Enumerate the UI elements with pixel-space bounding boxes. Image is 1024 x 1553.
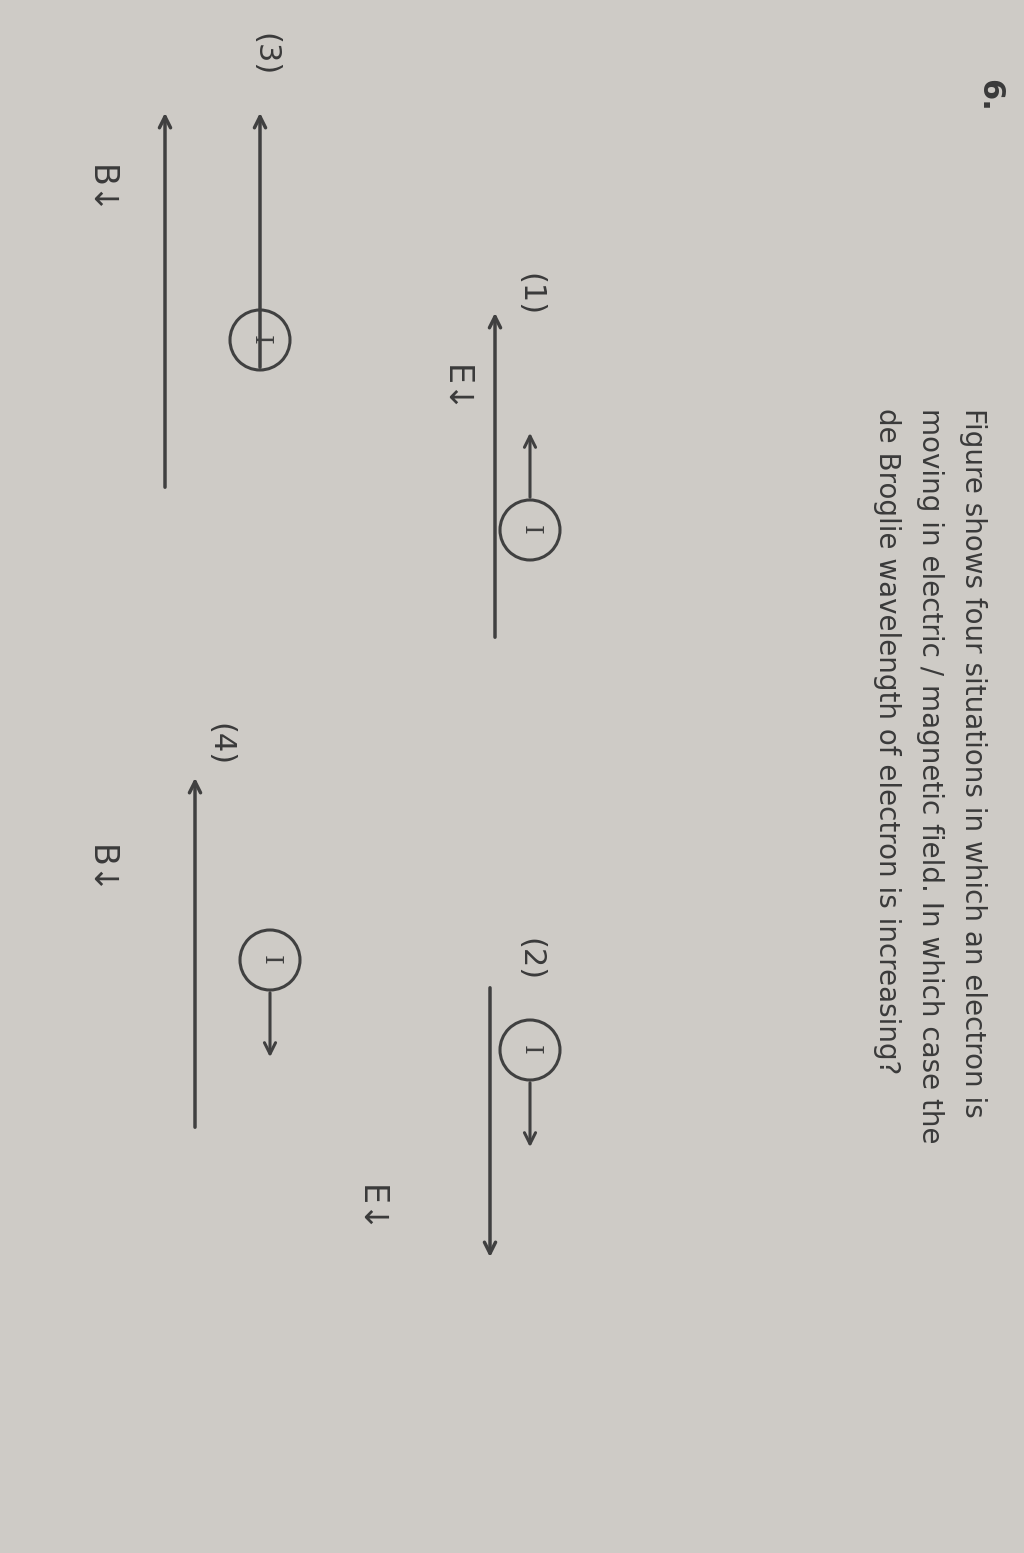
Text: B↓: B↓ <box>84 845 117 896</box>
Text: 6.: 6. <box>976 79 1005 112</box>
Text: (2): (2) <box>515 938 545 981</box>
Text: I: I <box>249 335 271 345</box>
Text: E↓: E↓ <box>438 365 471 415</box>
Text: (4): (4) <box>206 724 234 767</box>
Text: (3): (3) <box>251 33 280 76</box>
Text: I: I <box>518 1045 542 1054</box>
Text: I: I <box>518 525 542 534</box>
Text: B↓: B↓ <box>84 165 117 216</box>
Text: I: I <box>258 955 282 964</box>
Text: (1): (1) <box>515 273 545 317</box>
Text: Figure shows four situations in which an electron is
moving in electric / magnet: Figure shows four situations in which an… <box>872 408 987 1143</box>
Text: E↓: E↓ <box>353 1185 386 1235</box>
